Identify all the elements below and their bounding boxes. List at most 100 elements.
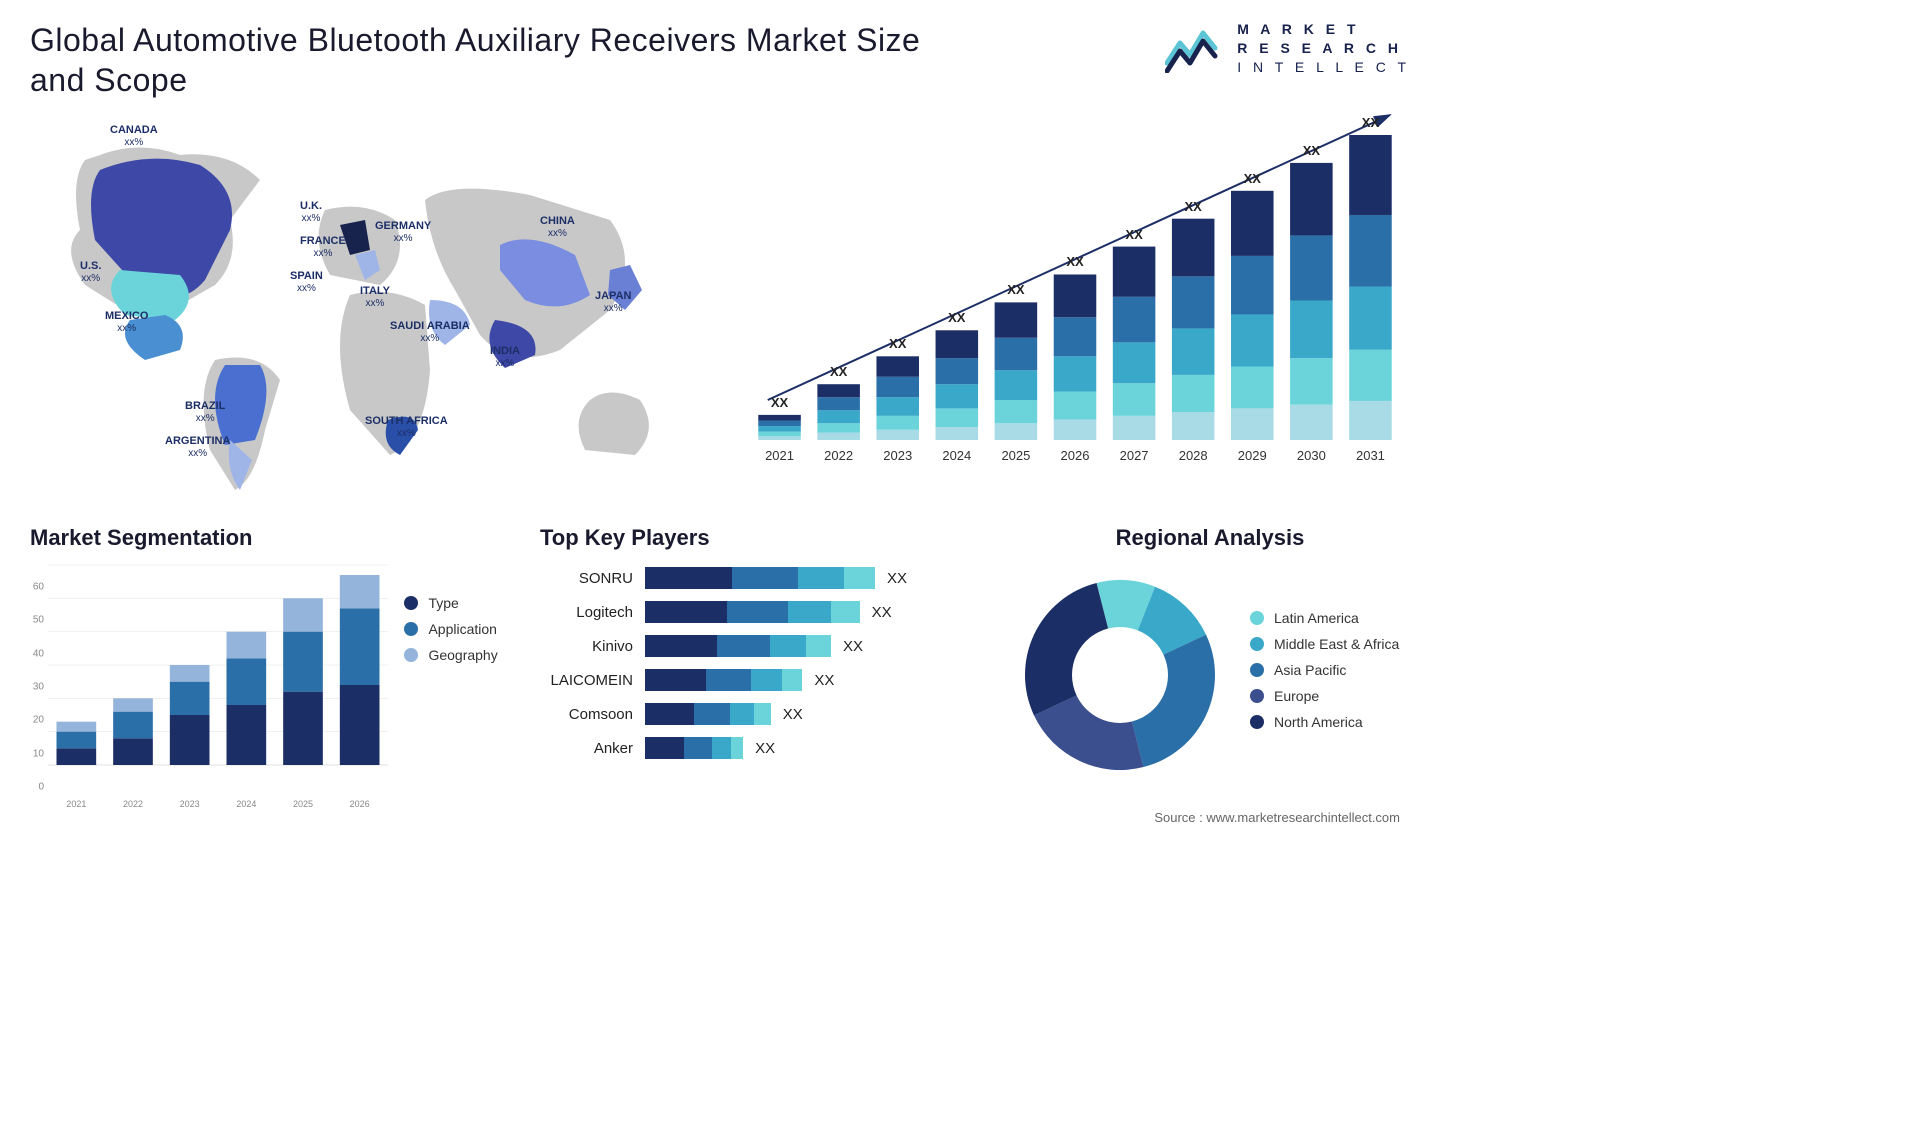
page-title: Global Automotive Bluetooth Auxiliary Re… (30, 20, 930, 100)
regional-legend-item: North America (1250, 714, 1399, 730)
player-bar (645, 601, 860, 623)
segmentation-legend: Type Application Geography (404, 595, 497, 673)
players-section: Top Key Players SONRU XX Logitech XX Kinivo X… (540, 525, 990, 795)
player-bar (645, 737, 743, 759)
seg-ytick: 10 (33, 748, 44, 759)
player-row: AnkerXX (540, 735, 960, 761)
player-label: SONRU (540, 570, 645, 587)
market-size-chart: 2021 2022 2023 2024 2025 2026 2027 2028 2029 2030… (750, 110, 1400, 500)
seg-ytick: 40 (33, 648, 44, 659)
player-label: Anker (540, 740, 645, 757)
big-chart-value: XX (1185, 199, 1202, 214)
big-chart-year: 2031 (1356, 448, 1385, 463)
player-row: Kinivo XX (540, 633, 960, 659)
big-chart-year: 2027 (1120, 448, 1149, 463)
regional-legend-item: Latin America (1250, 610, 1399, 626)
regional-legend-item: Europe (1250, 688, 1399, 704)
map-label: CANADAxx% (110, 124, 158, 148)
player-value: XX (887, 570, 907, 587)
regional-title: Regional Analysis (1010, 525, 1410, 551)
big-chart-year: 2021 (765, 448, 794, 463)
seg-ytick: 20 (33, 715, 44, 726)
map-label: CHINAxx% (540, 215, 575, 239)
big-chart-year: 2030 (1297, 448, 1326, 463)
map-label: ITALYxx% (360, 285, 390, 309)
player-bar (645, 703, 771, 725)
seg-year: 2021 (66, 799, 86, 809)
seg-year: 2026 (350, 799, 370, 809)
map-label: U.K.xx% (300, 200, 322, 224)
big-chart-value: XX (1362, 115, 1379, 130)
map-label: U.S.xx% (80, 260, 101, 284)
regional-section: Regional Analysis Latin America Middle Ea… (1010, 525, 1410, 795)
players-chart: SONRUXXLogitechXXKinivoXXLAICOMEINXXComs… (540, 565, 960, 761)
seg-year: 2023 (180, 799, 200, 809)
map-label: ARGENTINAxx% (165, 435, 230, 459)
seg-chart-svg (30, 565, 390, 775)
logo-icon (1165, 23, 1225, 73)
player-bar (645, 669, 802, 691)
player-row: SONRU XX (540, 565, 960, 591)
header: Global Automotive Bluetooth Auxiliary Re… (30, 20, 1410, 100)
big-chart-year: 2024 (942, 448, 971, 463)
player-label: Logitech (540, 604, 645, 621)
map-label: FRANCExx% (300, 235, 346, 259)
map-label: SPAINxx% (290, 270, 323, 294)
seg-ytick: 0 (38, 782, 44, 793)
seg-ytick: 60 (33, 582, 44, 593)
big-chart-value: XX (1303, 143, 1320, 158)
big-chart-value: XX (1125, 227, 1142, 242)
seg-legend-item: Geography (404, 647, 497, 663)
logo: M A R K E T R E S E A R C H I N T E L L … (1165, 20, 1410, 77)
player-value: XX (783, 706, 803, 723)
donut-svg (1010, 565, 1230, 785)
big-chart-svg (750, 110, 1400, 475)
map-label: INDIAxx% (490, 345, 520, 369)
world-map: CANADAxx% U.S.xx% MEXICOxx% BRAZILxx% ARGENT… (30, 110, 720, 500)
seg-legend-item: Application (404, 621, 497, 637)
segmentation-chart: 202120222023202420252026 0102030405060 (30, 565, 390, 795)
big-chart-value: XX (771, 395, 788, 410)
big-chart-value: XX (948, 310, 965, 325)
regional-legend-item: Middle East & Africa (1250, 636, 1399, 652)
regional-legend: Latin America Middle East & Africa Asia Pa… (1250, 610, 1399, 740)
big-chart-value: XX (1244, 171, 1261, 186)
map-label: BRAZILxx% (185, 400, 225, 424)
big-chart-value: XX (889, 336, 906, 351)
big-chart-year: 2029 (1238, 448, 1267, 463)
player-row: LAICOMEINXX (540, 667, 960, 693)
segmentation-title: Market Segmentation (30, 525, 520, 551)
donut-chart (1010, 565, 1230, 785)
map-label: SOUTH AFRICAxx% (365, 415, 448, 439)
footer-source: Source : www.marketresearchintellect.com (30, 810, 1410, 825)
big-chart-year: 2025 (1001, 448, 1030, 463)
player-label: Kinivo (540, 638, 645, 655)
player-bar (645, 635, 831, 657)
regional-legend-item: Asia Pacific (1250, 662, 1399, 678)
players-title: Top Key Players (540, 525, 990, 551)
big-chart-year: 2026 (1061, 448, 1090, 463)
player-row: Comsoon XX (540, 701, 960, 727)
seg-ytick: 50 (33, 615, 44, 626)
seg-year: 2022 (123, 799, 143, 809)
map-label: JAPANxx% (595, 290, 631, 314)
big-chart-year: 2023 (883, 448, 912, 463)
big-chart-value: XX (1007, 282, 1024, 297)
player-label: Comsoon (540, 706, 645, 723)
player-value: XX (843, 638, 863, 655)
big-chart-value: XX (1066, 254, 1083, 269)
seg-legend-item: Type (404, 595, 497, 611)
big-chart-year: 2028 (1179, 448, 1208, 463)
map-label: SAUDI ARABIAxx% (390, 320, 470, 344)
map-label: MEXICOxx% (105, 310, 148, 334)
map-label: GERMANYxx% (375, 220, 431, 244)
big-chart-year: 2022 (824, 448, 853, 463)
player-bar (645, 567, 875, 589)
player-value: XX (814, 672, 834, 689)
seg-year: 2024 (236, 799, 256, 809)
player-value: XX (872, 604, 892, 621)
big-chart-value: XX (830, 364, 847, 379)
player-row: Logitech XX (540, 599, 960, 625)
logo-text: M A R K E T R E S E A R C H I N T E L L … (1237, 20, 1410, 77)
seg-ytick: 30 (33, 682, 44, 693)
